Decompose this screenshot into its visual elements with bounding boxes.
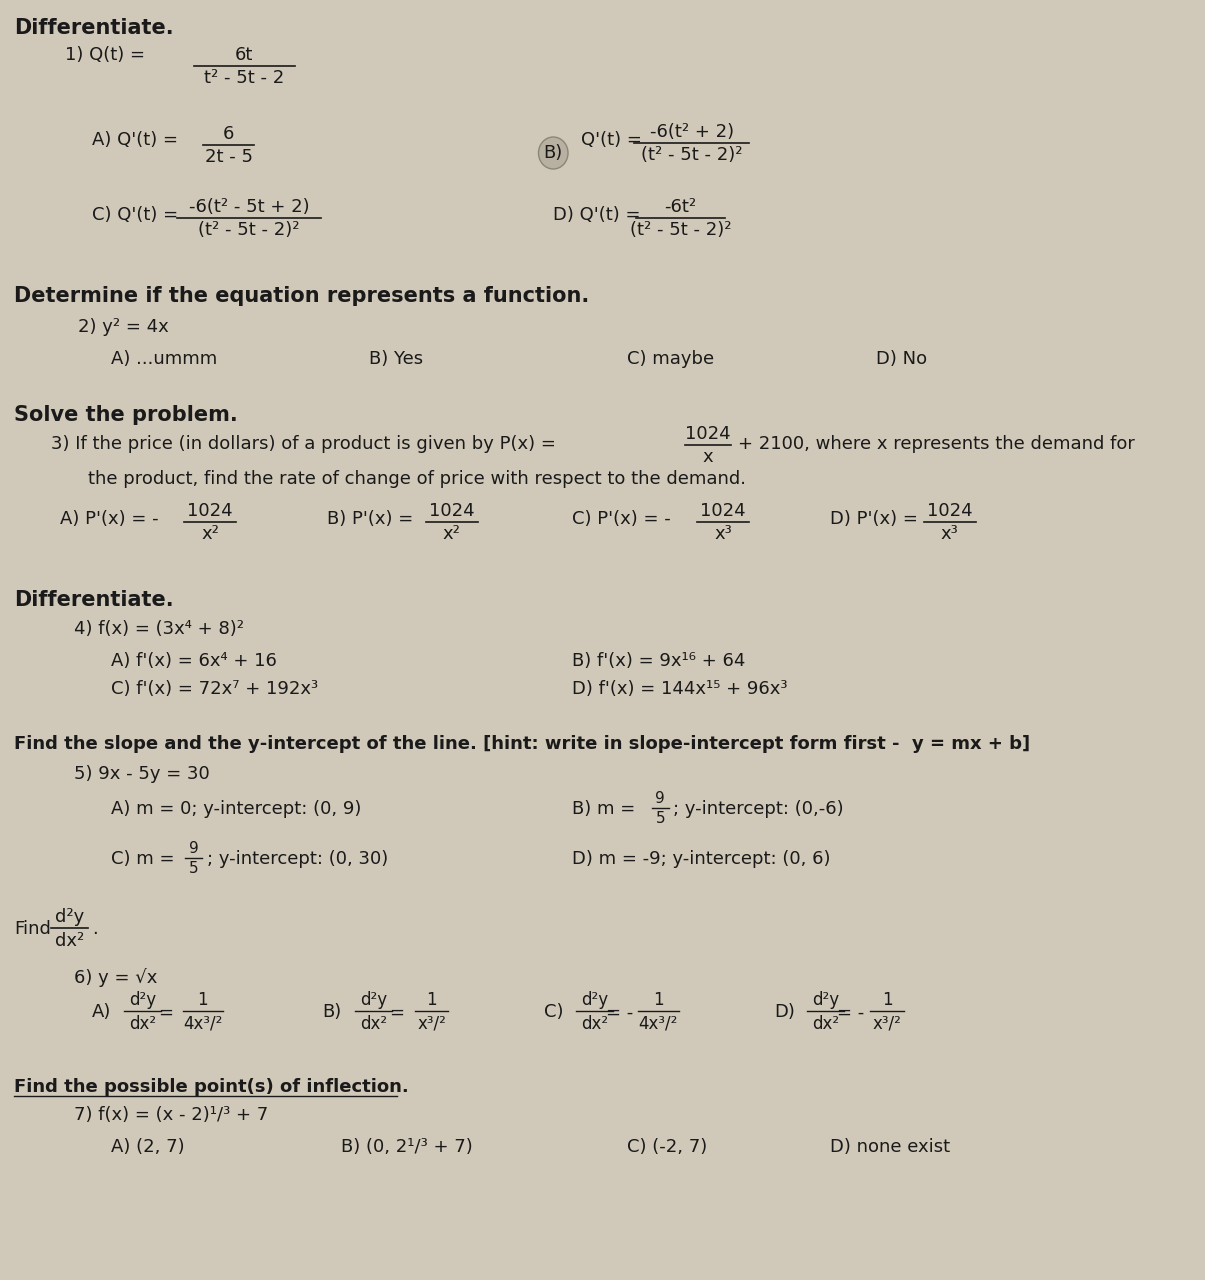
- Text: B) m =: B) m =: [571, 800, 635, 818]
- Text: C): C): [543, 1004, 564, 1021]
- Text: Differentiate.: Differentiate.: [13, 590, 174, 611]
- Text: 6) y = √x: 6) y = √x: [74, 968, 157, 987]
- Text: A) Q'(t) =: A) Q'(t) =: [93, 131, 178, 148]
- Text: x³/²: x³/²: [872, 1015, 901, 1033]
- Text: d²y: d²y: [129, 991, 157, 1009]
- Text: x³: x³: [715, 525, 731, 543]
- Text: 4x³/²: 4x³/²: [183, 1015, 223, 1033]
- Text: Solve the problem.: Solve the problem.: [13, 404, 237, 425]
- Text: =: =: [389, 1004, 404, 1021]
- Text: 1: 1: [198, 991, 208, 1009]
- Text: -6(t² + 2): -6(t² + 2): [649, 123, 734, 141]
- Text: A): A): [93, 1004, 112, 1021]
- Text: 9: 9: [189, 841, 199, 856]
- Text: 1: 1: [882, 991, 893, 1009]
- Text: x³/²: x³/²: [417, 1015, 446, 1033]
- Text: .: .: [93, 920, 98, 938]
- Text: 1024: 1024: [188, 502, 233, 520]
- Text: 1) Q(t) =: 1) Q(t) =: [65, 46, 145, 64]
- Text: D) f'(x) = 144x¹⁵ + 96x³: D) f'(x) = 144x¹⁵ + 96x³: [571, 680, 787, 698]
- Text: dx²: dx²: [129, 1015, 157, 1033]
- Text: 9: 9: [656, 791, 665, 806]
- Text: 1: 1: [653, 991, 664, 1009]
- Text: ; y-intercept: (0, 30): ; y-intercept: (0, 30): [206, 850, 388, 868]
- Text: B) P'(x) =: B) P'(x) =: [328, 509, 413, 529]
- Text: C) P'(x) = -: C) P'(x) = -: [571, 509, 670, 529]
- Text: Find the possible point(s) of inflection.: Find the possible point(s) of inflection…: [13, 1078, 408, 1096]
- Text: D) Q'(t) =: D) Q'(t) =: [553, 206, 641, 224]
- Text: 7) f(x) = (x - 2)¹/³ + 7: 7) f(x) = (x - 2)¹/³ + 7: [74, 1106, 268, 1124]
- Text: 1024: 1024: [429, 502, 475, 520]
- Text: 2) y² = 4x: 2) y² = 4x: [78, 317, 169, 337]
- Text: 4x³/²: 4x³/²: [639, 1015, 678, 1033]
- Text: 5: 5: [656, 812, 665, 826]
- Text: x²: x²: [443, 525, 460, 543]
- Text: (t² - 5t - 2)²: (t² - 5t - 2)²: [641, 146, 742, 164]
- Text: = -: = -: [606, 1004, 634, 1021]
- Text: 1024: 1024: [686, 425, 731, 443]
- Text: (t² - 5t - 2)²: (t² - 5t - 2)²: [198, 221, 300, 239]
- Text: 1024: 1024: [927, 502, 972, 520]
- Text: -6(t² - 5t + 2): -6(t² - 5t + 2): [189, 198, 310, 216]
- Text: d²y: d²y: [581, 991, 609, 1009]
- Text: B) (0, 2¹/³ + 7): B) (0, 2¹/³ + 7): [341, 1138, 472, 1156]
- Text: A) f'(x) = 6x⁴ + 16: A) f'(x) = 6x⁴ + 16: [111, 652, 276, 669]
- Text: B): B): [323, 1004, 342, 1021]
- Text: 5) 9x - 5y = 30: 5) 9x - 5y = 30: [74, 765, 210, 783]
- Text: + 2100, where x represents the demand for: + 2100, where x represents the demand fo…: [737, 435, 1135, 453]
- Text: C) maybe: C) maybe: [627, 349, 715, 369]
- Text: =: =: [159, 1004, 174, 1021]
- Text: D) P'(x) =: D) P'(x) =: [830, 509, 918, 529]
- Text: Find the slope and the y-intercept of the line. [hint: write in slope-intercept : Find the slope and the y-intercept of th…: [13, 735, 1030, 753]
- Text: 2t - 5: 2t - 5: [205, 148, 253, 166]
- Text: x: x: [703, 448, 713, 466]
- Text: 6t: 6t: [235, 46, 253, 64]
- Text: A) ...ummm: A) ...ummm: [111, 349, 217, 369]
- Text: ; y-intercept: (0,-6): ; y-intercept: (0,-6): [674, 800, 843, 818]
- Text: Q'(t) =: Q'(t) =: [581, 131, 642, 148]
- Text: 4) f(x) = (3x⁴ + 8)²: 4) f(x) = (3x⁴ + 8)²: [74, 620, 243, 637]
- Text: 6: 6: [223, 125, 234, 143]
- Text: 5: 5: [189, 861, 199, 876]
- Text: C) f'(x) = 72x⁷ + 192x³: C) f'(x) = 72x⁷ + 192x³: [111, 680, 318, 698]
- Text: d²y: d²y: [54, 908, 84, 925]
- Text: dx²: dx²: [54, 932, 84, 950]
- Text: 1: 1: [427, 991, 437, 1009]
- Text: D): D): [775, 1004, 795, 1021]
- Text: Differentiate.: Differentiate.: [13, 18, 174, 38]
- Circle shape: [539, 137, 568, 169]
- Text: x³: x³: [941, 525, 959, 543]
- Text: x²: x²: [201, 525, 219, 543]
- Text: dx²: dx²: [360, 1015, 387, 1033]
- Text: A) m = 0; y-intercept: (0, 9): A) m = 0; y-intercept: (0, 9): [111, 800, 362, 818]
- Text: C) Q'(t) =: C) Q'(t) =: [93, 206, 178, 224]
- Text: dx²: dx²: [581, 1015, 609, 1033]
- Text: B): B): [543, 145, 563, 163]
- Text: the product, find the rate of change of price with respect to the demand.: the product, find the rate of change of …: [88, 470, 746, 488]
- Text: Find: Find: [13, 920, 51, 938]
- Text: C) m =: C) m =: [111, 850, 175, 868]
- Text: Determine if the equation represents a function.: Determine if the equation represents a f…: [13, 285, 589, 306]
- Text: = -: = -: [836, 1004, 864, 1021]
- Text: d²y: d²y: [360, 991, 387, 1009]
- Text: C) (-2, 7): C) (-2, 7): [627, 1138, 707, 1156]
- Text: t² - 5t - 2: t² - 5t - 2: [204, 69, 284, 87]
- Text: A) P'(x) = -: A) P'(x) = -: [60, 509, 159, 529]
- Text: D) No: D) No: [876, 349, 927, 369]
- Text: B) f'(x) = 9x¹⁶ + 64: B) f'(x) = 9x¹⁶ + 64: [571, 652, 745, 669]
- Text: D) m = -9; y-intercept: (0, 6): D) m = -9; y-intercept: (0, 6): [571, 850, 830, 868]
- Text: (t² - 5t - 2)²: (t² - 5t - 2)²: [630, 221, 731, 239]
- Text: d²y: d²y: [812, 991, 839, 1009]
- Text: 3) If the price (in dollars) of a product is given by P(x) =: 3) If the price (in dollars) of a produc…: [51, 435, 556, 453]
- Text: D) none exist: D) none exist: [830, 1138, 950, 1156]
- Text: A) (2, 7): A) (2, 7): [111, 1138, 184, 1156]
- Text: B) Yes: B) Yes: [369, 349, 423, 369]
- Text: 1024: 1024: [700, 502, 746, 520]
- Text: dx²: dx²: [812, 1015, 839, 1033]
- Text: -6t²: -6t²: [664, 198, 696, 216]
